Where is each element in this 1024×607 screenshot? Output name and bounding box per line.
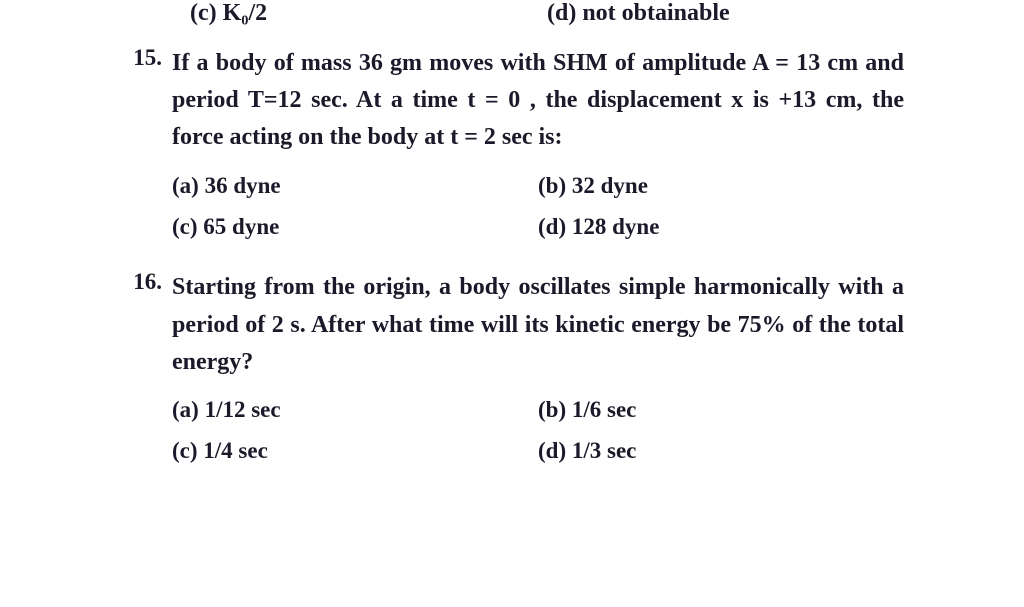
question-number: 15.: [130, 45, 172, 157]
prev-question-options: (c) K₀/2 (d) not obtainable: [130, 0, 904, 27]
question-16: 16. Starting from the origin, a body osc…: [130, 269, 904, 471]
option-b: (b) 32 dyne: [538, 165, 904, 206]
option-d: (d) 1/3 sec: [538, 430, 904, 471]
question-row: 15. If a body of mass 36 gm moves with S…: [130, 45, 904, 157]
options-grid: (a) 1/12 sec (b) 1/6 sec (c) 1/4 sec (d)…: [130, 389, 904, 472]
question-row: 16. Starting from the origin, a body osc…: [130, 269, 904, 381]
option-d-prev: (d) not obtainable: [547, 0, 904, 27]
option-c-prev: (c) K₀/2: [190, 0, 547, 27]
question-text: Starting from the origin, a body oscilla…: [172, 269, 904, 381]
option-c: (c) 65 dyne: [172, 206, 538, 247]
question-text: If a body of mass 36 gm moves with SHM o…: [172, 45, 904, 157]
option-a: (a) 36 dyne: [172, 165, 538, 206]
option-d: (d) 128 dyne: [538, 206, 904, 247]
option-a: (a) 1/12 sec: [172, 389, 538, 430]
options-grid: (a) 36 dyne (b) 32 dyne (c) 65 dyne (d) …: [130, 165, 904, 248]
page-content: (c) K₀/2 (d) not obtainable 15. If a bod…: [0, 0, 1024, 472]
option-c: (c) 1/4 sec: [172, 430, 538, 471]
option-b: (b) 1/6 sec: [538, 389, 904, 430]
question-number: 16.: [130, 269, 172, 381]
question-15: 15. If a body of mass 36 gm moves with S…: [130, 45, 904, 247]
